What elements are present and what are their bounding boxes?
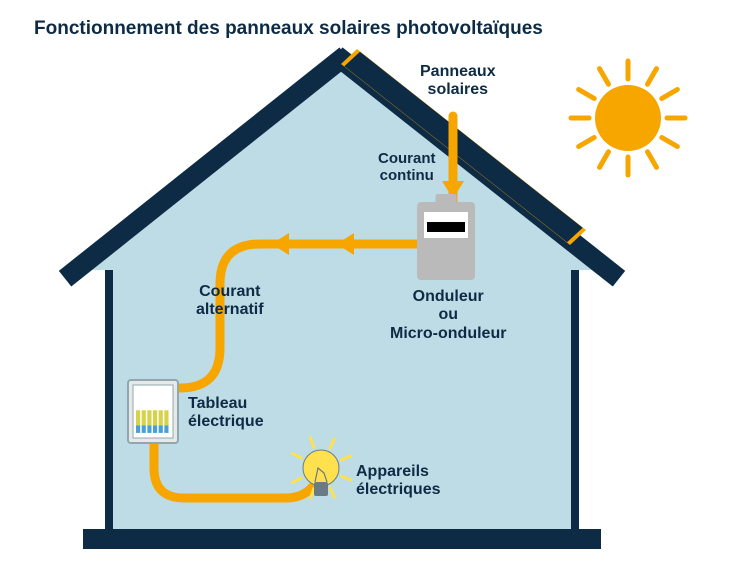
label-panels: Panneaux solaires (420, 63, 496, 100)
electrical-panel-icon (128, 380, 178, 443)
label-ac: Courant alternatif (196, 283, 264, 320)
label-inverter: Onduleur ou Micro-onduleur (390, 288, 506, 343)
label-dc: Courant continu (378, 150, 436, 185)
label-appliances: Appareils électriques (356, 463, 440, 500)
diagram-stage: Fonctionnement des panneaux solaires pho… (0, 0, 730, 570)
sun-icon (571, 61, 685, 175)
inverter-icon (417, 194, 475, 280)
label-panelbox: Tableau électrique (188, 395, 264, 432)
ground-bar (83, 529, 601, 549)
